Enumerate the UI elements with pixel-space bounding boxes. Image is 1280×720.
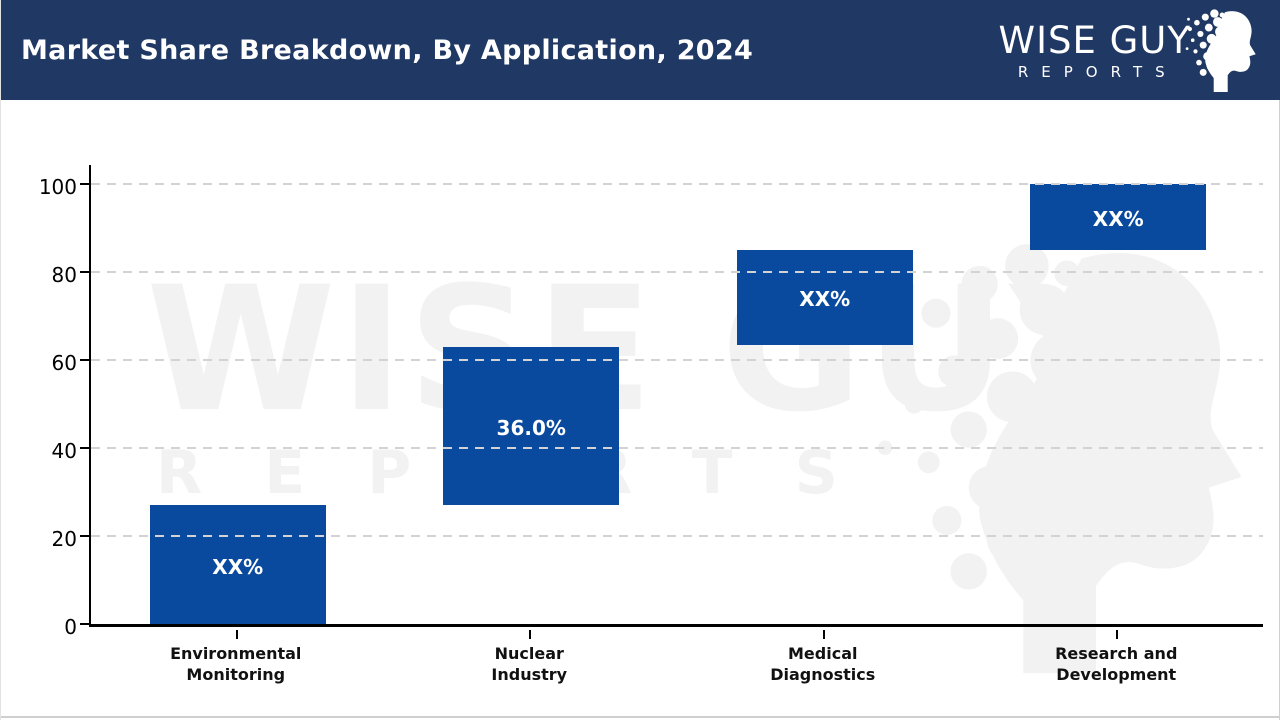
- bottom-border: [1, 716, 1280, 718]
- x-axis-tick: [822, 630, 825, 639]
- y-axis-tick-20: [80, 535, 89, 537]
- y-tick-label-40: 40: [51, 439, 77, 463]
- x-axis-tick: [235, 630, 238, 639]
- gridline-20: [91, 535, 1263, 537]
- bar-segment: [736, 250, 913, 345]
- x-axis-tick: [529, 630, 532, 639]
- category-label: Nuclear Industry: [491, 644, 568, 684]
- logo-text: WISE GUY REPORTS: [998, 19, 1191, 81]
- bar-value-label: XX%: [212, 554, 264, 579]
- gridline-60: [91, 359, 1263, 361]
- page-title: Market Share Breakdown, By Application, …: [21, 34, 754, 66]
- gridline-80: [91, 271, 1263, 273]
- header-banner: Market Share Breakdown, By Application, …: [1, 0, 1280, 100]
- dotted-face-profile-icon: [1185, 9, 1256, 92]
- category-label: Medical Diagnostics: [770, 644, 876, 684]
- waterfall-chart: WISE GUY REPORTS: [1, 100, 1280, 718]
- y-axis-tick-0: [80, 623, 89, 625]
- bar-segment: [1030, 184, 1207, 250]
- logo-subtitle: REPORTS: [1017, 63, 1178, 81]
- bar-value-label: XX%: [1092, 207, 1144, 231]
- y-axis-tick-40: [80, 447, 89, 449]
- y-axis-tick-60: [80, 359, 89, 361]
- y-axis-tick-100: [80, 183, 89, 185]
- wise-guy-reports-logo: WISE GUY REPORTS: [999, 8, 1263, 92]
- bar-segment: [443, 346, 620, 506]
- plot-area: XX% 36.0% XX% XX%: [80, 165, 1263, 627]
- y-tick-label-60: 60: [51, 351, 77, 375]
- watermark-dotted-face-profile-icon: [877, 244, 1242, 674]
- logo-wordmark: WISE GUY: [998, 19, 1191, 62]
- bar-value-label: 36.0%: [496, 416, 566, 440]
- bar-value-label: XX%: [799, 287, 851, 312]
- y-tick-label-100: 100: [38, 175, 77, 199]
- y-tick-label-80: 80: [51, 263, 77, 287]
- y-axis-tick-80: [80, 271, 89, 273]
- bar-segment: [149, 505, 326, 624]
- category-label: Research and Development: [1055, 644, 1178, 684]
- gridline-40: [91, 447, 1263, 449]
- category-label: Environmental Monitoring: [170, 644, 302, 684]
- y-tick-label-0: 0: [64, 615, 77, 639]
- x-axis-tick: [1116, 630, 1119, 639]
- gridline-100: [91, 183, 1263, 185]
- y-tick-label-20: 20: [51, 527, 77, 551]
